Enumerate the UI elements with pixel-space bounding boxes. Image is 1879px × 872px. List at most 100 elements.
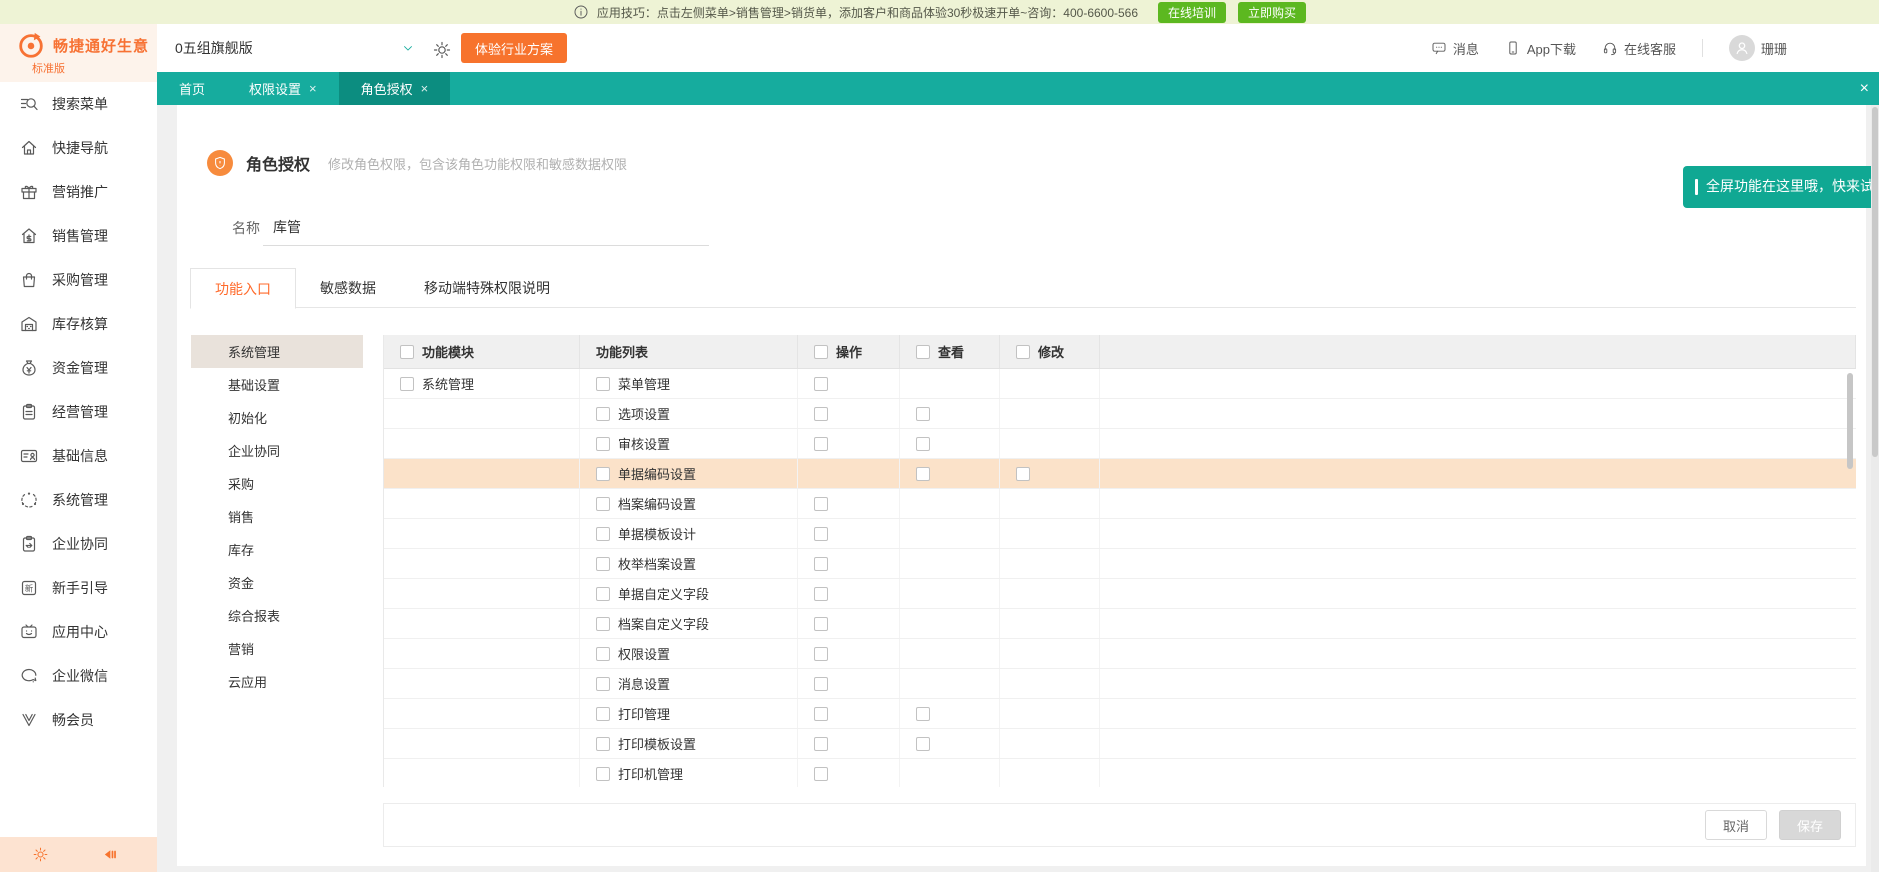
checkbox-module[interactable] bbox=[400, 376, 414, 391]
save-button[interactable]: 保存 bbox=[1779, 810, 1841, 840]
checkbox-feature[interactable] bbox=[596, 676, 610, 691]
module-item[interactable]: 资金 bbox=[228, 576, 255, 591]
sidebar-item[interactable]: 搜索菜单 bbox=[0, 82, 157, 126]
sidebar-item[interactable]: 资金管理 bbox=[0, 346, 157, 390]
module-item[interactable]: 云应用 bbox=[228, 675, 268, 690]
sidebar-item[interactable]: 基础信息 bbox=[0, 434, 157, 478]
open-tab-0[interactable]: 首页 bbox=[179, 82, 206, 97]
sidebar-item[interactable]: 应用中心 bbox=[0, 610, 157, 654]
module-item[interactable]: 系统管理 bbox=[191, 335, 363, 368]
cancel-button[interactable]: 取消 bbox=[1705, 810, 1767, 840]
open-tab-2[interactable]: 角色授权 × bbox=[338, 72, 451, 105]
table-row: 审核设置 bbox=[384, 429, 1856, 459]
user-menu[interactable]: 珊珊 bbox=[1728, 35, 1787, 61]
sidebar-item[interactable]: 系统管理 bbox=[0, 478, 157, 522]
sidebar-item[interactable]: 快捷导航 bbox=[0, 126, 157, 170]
sidebar-item[interactable]: 库存核算 bbox=[0, 302, 157, 346]
checkbox-feature[interactable] bbox=[596, 616, 610, 631]
checkbox-op[interactable] bbox=[814, 676, 828, 691]
checkbox-op[interactable] bbox=[814, 406, 828, 421]
permission-tab-1[interactable]: 敏感数据 bbox=[320, 280, 376, 296]
open-tab-1[interactable]: 权限设置 × bbox=[249, 81, 317, 97]
collab-icon bbox=[19, 534, 39, 554]
sidebar-item[interactable]: 企业微信 bbox=[0, 654, 157, 698]
org-selector[interactable]: 0五组旗舰版 bbox=[175, 24, 415, 72]
checkbox-view[interactable] bbox=[916, 436, 930, 451]
tabbar-close-icon[interactable]: × bbox=[1859, 79, 1869, 97]
checkbox-feature[interactable] bbox=[596, 376, 610, 391]
checkbox-op[interactable] bbox=[814, 766, 828, 781]
checkbox-feature[interactable] bbox=[596, 736, 610, 751]
form-footer: 取消 保存 bbox=[383, 803, 1856, 847]
close-icon[interactable]: × bbox=[309, 81, 317, 96]
checkbox-edit[interactable] bbox=[1016, 466, 1030, 481]
module-item[interactable]: 初始化 bbox=[228, 411, 268, 426]
module-item[interactable]: 基础设置 bbox=[228, 378, 281, 393]
checkbox-select-all-op[interactable] bbox=[814, 344, 828, 359]
checkbox-feature[interactable] bbox=[596, 496, 610, 511]
svg-text:新: 新 bbox=[25, 584, 34, 594]
checkbox-view[interactable] bbox=[916, 706, 930, 721]
role-name-input[interactable]: 库管 bbox=[263, 217, 709, 246]
checkbox-feature[interactable] bbox=[596, 466, 610, 481]
sidebar-item[interactable]: 经营管理 bbox=[0, 390, 157, 434]
messages-button[interactable]: 消息 bbox=[1431, 39, 1479, 58]
topbar-button[interactable]: 立即购买 bbox=[1238, 1, 1307, 23]
checkbox-op[interactable] bbox=[814, 586, 828, 601]
main-content-card: 角色授权 修改角色权限，包含该角色功能权限和敏感数据权限 名称 库管 功能入口 敏… bbox=[177, 105, 1866, 866]
checkbox-view[interactable] bbox=[916, 406, 930, 421]
checkbox-op[interactable] bbox=[814, 706, 828, 721]
checkbox-feature[interactable] bbox=[596, 706, 610, 721]
checkbox-op[interactable] bbox=[814, 526, 828, 541]
checkbox-feature[interactable] bbox=[596, 646, 610, 661]
topbar-button[interactable]: 在线培训 bbox=[1158, 1, 1227, 23]
checkbox-select-all-module[interactable] bbox=[400, 344, 414, 359]
checkbox-op[interactable] bbox=[814, 556, 828, 571]
checkbox-op[interactable] bbox=[814, 616, 828, 631]
checkbox-select-all-view[interactable] bbox=[916, 344, 930, 359]
online-service-button[interactable]: 在线客服 bbox=[1602, 39, 1676, 58]
module-item[interactable]: 销售 bbox=[228, 510, 255, 525]
checkbox-feature[interactable] bbox=[596, 766, 610, 781]
sidebar-item[interactable]: 采购管理 bbox=[0, 258, 157, 302]
collapse-sidebar-icon[interactable] bbox=[101, 846, 118, 863]
close-icon[interactable]: × bbox=[420, 81, 429, 96]
gear-icon[interactable] bbox=[432, 40, 452, 60]
sidebar-item[interactable]: 企业协同 bbox=[0, 522, 157, 566]
checkbox-feature[interactable] bbox=[596, 526, 610, 541]
sidebar-item[interactable]: 新新手引导 bbox=[0, 566, 157, 610]
module-item[interactable]: 库存 bbox=[228, 543, 255, 558]
checkbox-feature[interactable] bbox=[596, 436, 610, 451]
trial-plan-button[interactable]: 体验行业方案 bbox=[461, 33, 568, 63]
page-scrollbar-thumb[interactable] bbox=[1872, 107, 1878, 457]
checkbox-feature[interactable] bbox=[596, 556, 610, 571]
module-item[interactable]: 营销 bbox=[228, 642, 255, 657]
module-item[interactable]: 企业协同 bbox=[228, 444, 281, 459]
app-download-button[interactable]: App下载 bbox=[1505, 39, 1576, 58]
brand-name: 畅捷通好生意 bbox=[53, 37, 150, 55]
page-scrollbar[interactable] bbox=[1871, 105, 1879, 872]
sidebar-item[interactable]: 销售管理 bbox=[0, 214, 157, 258]
checkbox-op[interactable] bbox=[814, 436, 828, 451]
sidebar-item[interactable]: 畅会员 bbox=[0, 698, 157, 742]
checkbox-feature[interactable] bbox=[596, 586, 610, 601]
permission-tab-2[interactable]: 移动端特殊权限说明 bbox=[424, 280, 550, 296]
module-item[interactable]: 采购 bbox=[228, 477, 255, 492]
permissions-table: 功能模块 功能列表 操作 查看 修改 系统管理 菜单管理 选项设置 审核设置 单据编码设… bbox=[383, 335, 1856, 787]
checkbox-select-all-edit[interactable] bbox=[1016, 344, 1030, 359]
checkbox-op[interactable] bbox=[814, 736, 828, 751]
permission-tab-0[interactable]: 功能入口 bbox=[190, 268, 296, 309]
checkbox-op[interactable] bbox=[814, 376, 828, 391]
checkbox-view[interactable] bbox=[916, 466, 930, 481]
checkbox-view[interactable] bbox=[916, 736, 930, 751]
newbie-icon: 新 bbox=[19, 578, 39, 598]
sidebar-item[interactable]: 营销推广 bbox=[0, 170, 157, 214]
checkbox-feature[interactable] bbox=[596, 406, 610, 421]
phone-icon bbox=[1505, 40, 1521, 56]
topbar-buttons: 在线培训 立即购买 bbox=[1146, 1, 1307, 23]
table-scrollbar[interactable] bbox=[1847, 373, 1853, 469]
module-item[interactable]: 综合报表 bbox=[228, 609, 281, 624]
checkbox-op[interactable] bbox=[814, 646, 828, 661]
checkbox-op[interactable] bbox=[814, 496, 828, 511]
settings-gear-icon[interactable] bbox=[32, 846, 49, 863]
